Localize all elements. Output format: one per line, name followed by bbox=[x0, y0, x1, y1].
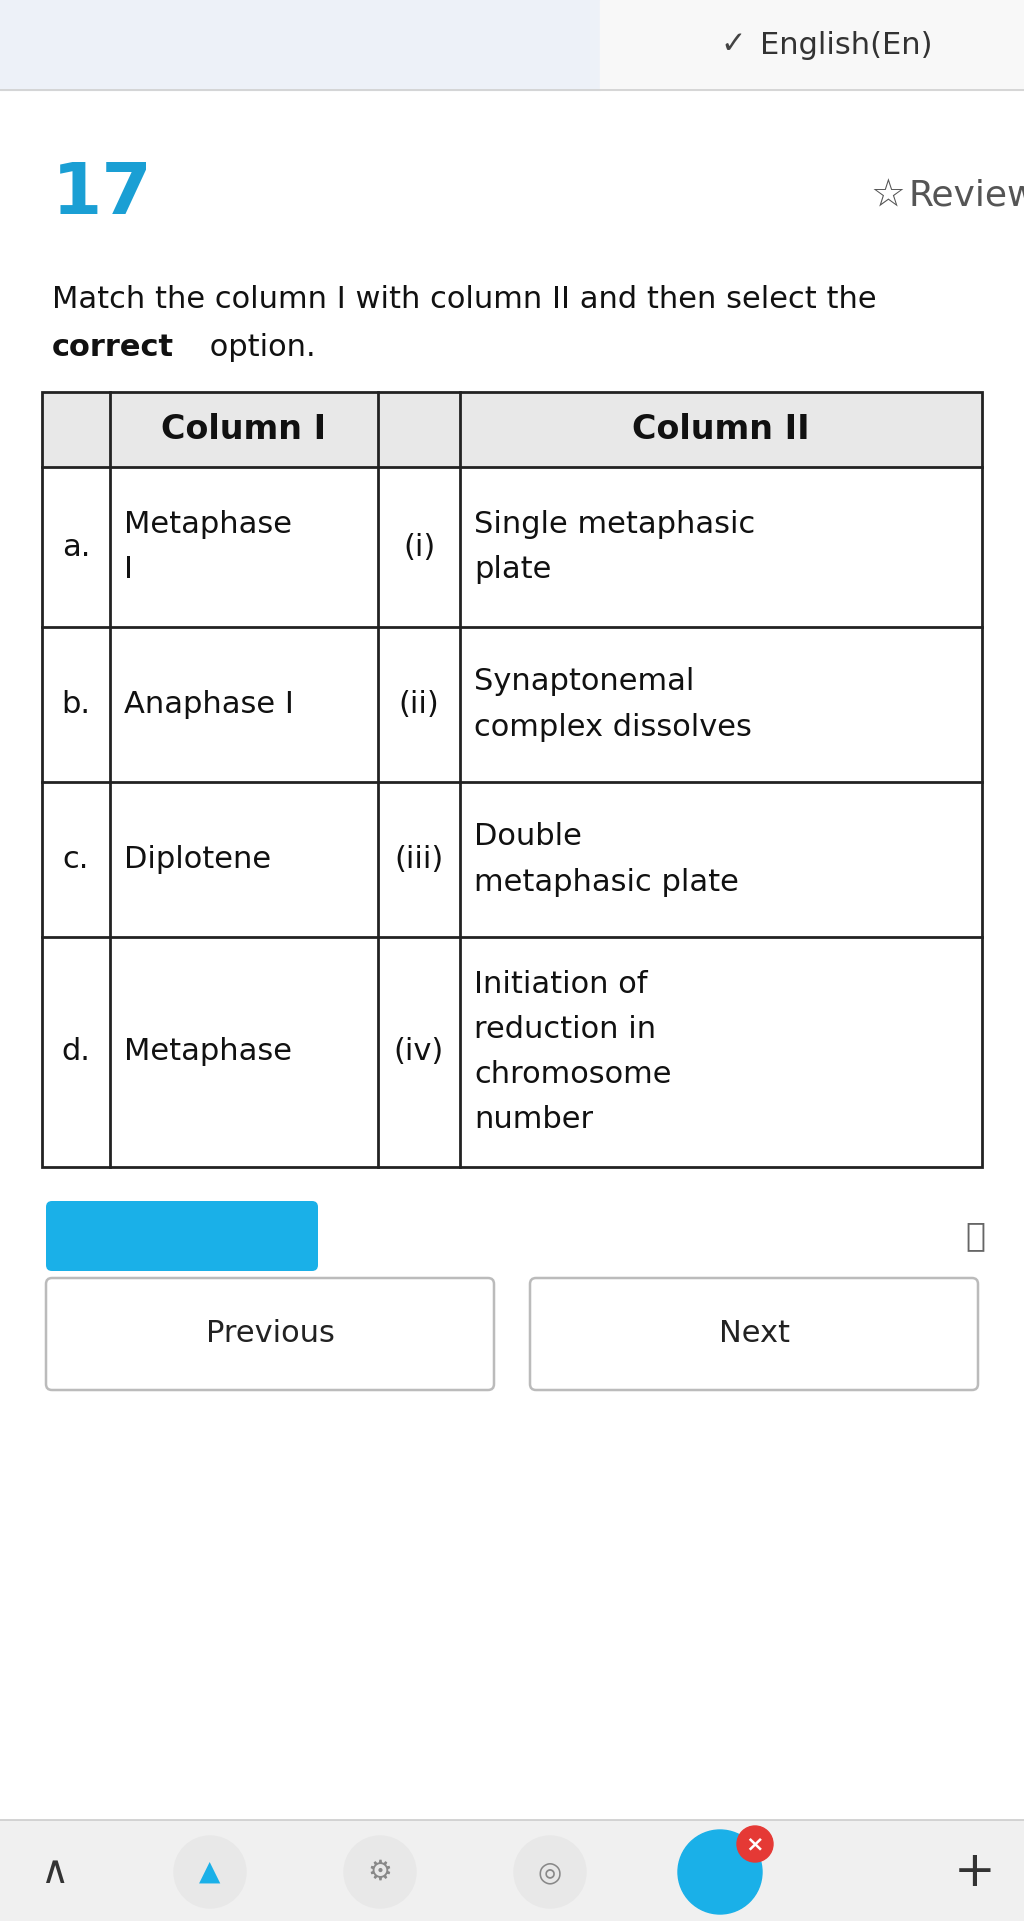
Bar bbox=[42, 392, 982, 467]
Text: Review: Review bbox=[908, 179, 1024, 211]
Text: ☆: ☆ bbox=[870, 177, 905, 213]
Text: correct: correct bbox=[52, 334, 174, 363]
Text: b.: b. bbox=[61, 690, 90, 718]
Text: ✓: ✓ bbox=[720, 31, 745, 60]
Text: (iii): (iii) bbox=[394, 845, 443, 874]
Bar bbox=[0, 1819, 1024, 1921]
Text: Previous: Previous bbox=[206, 1320, 335, 1349]
Text: Metaphase
I: Metaphase I bbox=[124, 509, 292, 584]
Text: Anaphase I: Anaphase I bbox=[124, 690, 294, 718]
Circle shape bbox=[174, 1836, 246, 1908]
Text: Diplotene: Diplotene bbox=[124, 845, 271, 874]
Text: Column II: Column II bbox=[632, 413, 810, 446]
Bar bbox=[600, 0, 1024, 90]
Text: option.: option. bbox=[200, 334, 315, 363]
Text: +: + bbox=[954, 1848, 996, 1896]
Text: (ii): (ii) bbox=[398, 690, 439, 718]
Text: d.: d. bbox=[61, 1037, 90, 1066]
Circle shape bbox=[514, 1836, 586, 1908]
Text: ×: × bbox=[745, 1835, 764, 1854]
Text: Match the column I with column II and then select the: Match the column I with column II and th… bbox=[52, 286, 877, 315]
Text: Metaphase: Metaphase bbox=[124, 1037, 292, 1066]
Circle shape bbox=[344, 1836, 416, 1908]
Text: (iv): (iv) bbox=[394, 1037, 444, 1066]
Text: Initiation of
reduction in
chromosome
number: Initiation of reduction in chromosome nu… bbox=[474, 970, 672, 1133]
Text: ⓘ: ⓘ bbox=[965, 1220, 985, 1252]
FancyBboxPatch shape bbox=[46, 1201, 318, 1272]
Text: ∧: ∧ bbox=[41, 1854, 70, 1890]
Text: Next: Next bbox=[719, 1320, 790, 1349]
Text: c.: c. bbox=[62, 845, 89, 874]
Bar bbox=[0, 0, 600, 90]
Circle shape bbox=[737, 1827, 773, 1861]
Text: English(En): English(En) bbox=[760, 31, 933, 60]
Text: Synaptonemal
complex dissolves: Synaptonemal complex dissolves bbox=[474, 667, 752, 742]
Text: a.: a. bbox=[61, 532, 90, 561]
FancyBboxPatch shape bbox=[530, 1277, 978, 1391]
Text: 17: 17 bbox=[52, 161, 153, 229]
FancyBboxPatch shape bbox=[46, 1277, 494, 1391]
Text: ⚙: ⚙ bbox=[368, 1858, 392, 1886]
Text: ◎: ◎ bbox=[538, 1858, 562, 1886]
Circle shape bbox=[678, 1831, 762, 1913]
Text: Double
metaphasic plate: Double metaphasic plate bbox=[474, 822, 739, 897]
Text: Column I: Column I bbox=[162, 413, 327, 446]
Text: (i): (i) bbox=[402, 532, 435, 561]
Text: ▲: ▲ bbox=[200, 1858, 221, 1886]
Text: Single metaphasic
plate: Single metaphasic plate bbox=[474, 509, 756, 584]
Bar bbox=[42, 392, 982, 1166]
